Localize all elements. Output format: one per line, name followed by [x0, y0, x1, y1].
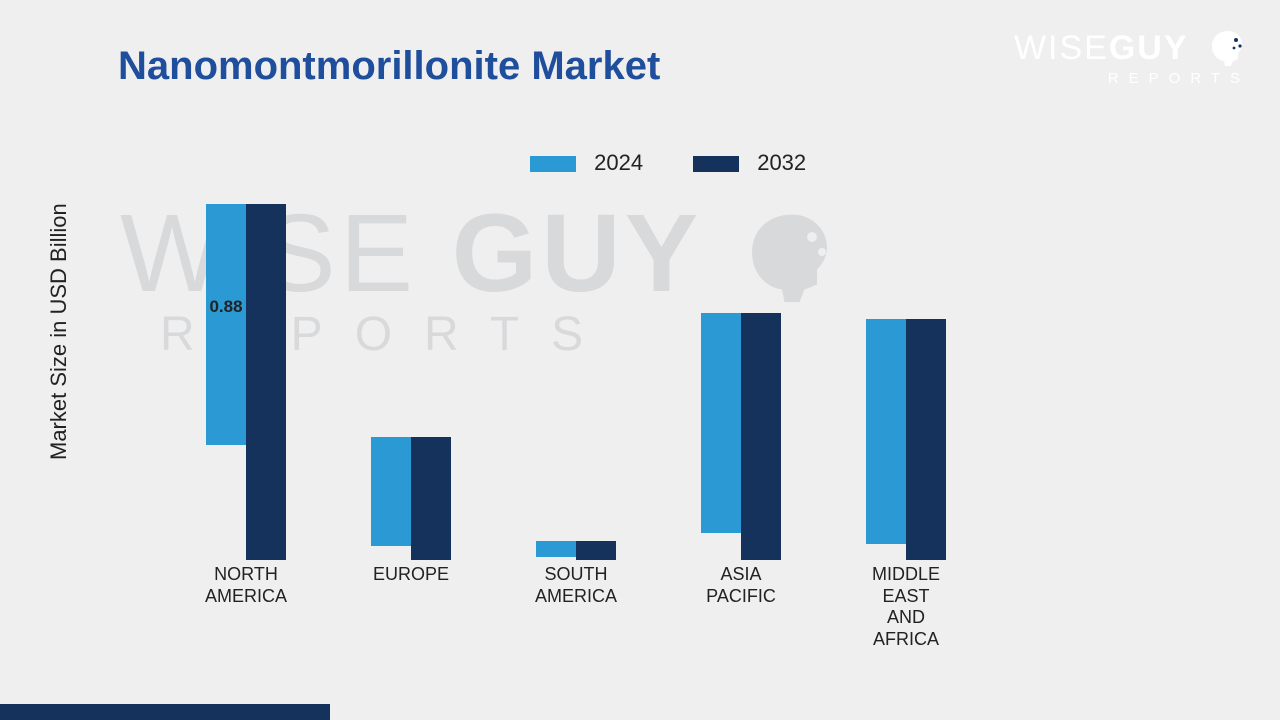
bar-group [351, 437, 471, 560]
bar [206, 204, 246, 445]
x-axis-label: NORTHAMERICA [176, 564, 316, 607]
legend-swatch-2024 [530, 156, 576, 172]
bar-group [516, 541, 636, 560]
bar [246, 204, 286, 560]
x-axis-label: SOUTHAMERICA [506, 564, 646, 607]
bar [536, 541, 576, 557]
logo-word-1: WISE [1014, 29, 1109, 67]
bar-group [681, 313, 801, 560]
legend-item-2024: 2024 [530, 150, 643, 176]
bar [576, 541, 616, 560]
brand-logo: WISEGUY REPORTS [1014, 28, 1250, 87]
legend-item-2032: 2032 [693, 150, 806, 176]
x-axis-label: MIDDLEEASTANDAFRICA [836, 564, 976, 650]
bar-group [186, 204, 306, 560]
bar [411, 437, 451, 560]
x-axis-label: ASIAPACIFIC [671, 564, 811, 607]
bar [906, 319, 946, 560]
y-axis-label: Market Size in USD Billion [46, 203, 72, 460]
logo-subtitle: REPORTS [1014, 70, 1250, 87]
plot-region: 0.88 [126, 190, 956, 560]
bar [866, 319, 906, 544]
x-axis-label: EUROPE [341, 564, 481, 586]
bar-value-label: 0.88 [209, 297, 242, 317]
bar [371, 437, 411, 547]
logo-word-2: GUY [1109, 29, 1189, 67]
chart-title: Nanomontmorillonite Market [118, 44, 660, 89]
chart-area: Market Size in USD Billion 2024 2032 0.8… [60, 150, 960, 670]
legend-swatch-2032 [693, 156, 739, 172]
logo-head-icon [1206, 28, 1250, 72]
bar [701, 313, 741, 532]
bottom-accent-bar [0, 704, 330, 720]
bar-group [846, 319, 966, 560]
legend: 2024 2032 [530, 150, 806, 176]
bar [741, 313, 781, 560]
